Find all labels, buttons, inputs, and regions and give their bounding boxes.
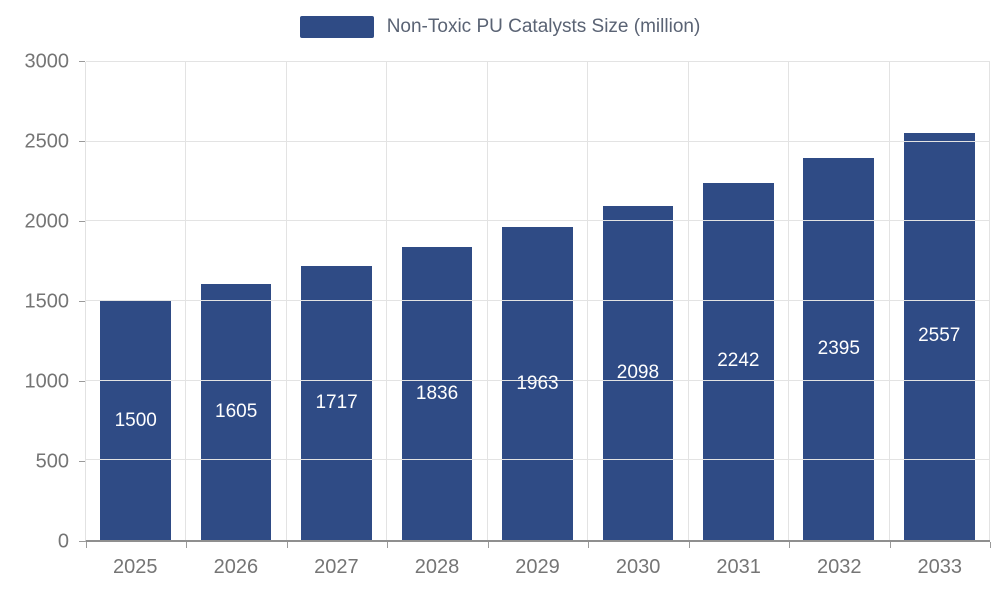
gridline bbox=[86, 300, 990, 301]
bar-2026[interactable]: 1605 bbox=[200, 284, 272, 540]
bar-2028[interactable]: 1836 bbox=[401, 247, 473, 540]
y-axis-tick-label: 3000 bbox=[24, 50, 70, 73]
x-axis-tick-label: 2033 bbox=[917, 556, 963, 578]
y-axis-tick-label: 2000 bbox=[24, 210, 70, 233]
x-axis-tick-label: 2029 bbox=[515, 556, 560, 578]
x-axis-tick bbox=[86, 542, 87, 548]
x-axis-tick-label: 2028 bbox=[414, 556, 460, 578]
x-axis-tick bbox=[286, 542, 288, 548]
bars-row: 1500 1605 1717 1836 1963 2098 2242 2395 2557 bbox=[86, 62, 990, 540]
y-axis-tick-label: 1500 bbox=[24, 290, 70, 313]
bar-slot: 1836 bbox=[387, 62, 488, 540]
bar-2029[interactable]: 1963 bbox=[502, 227, 573, 540]
bar-2030[interactable]: 2098 bbox=[602, 205, 674, 540]
bar-slot: 2395 bbox=[789, 62, 890, 540]
bar-2025[interactable]: 1500 bbox=[100, 301, 172, 540]
x-axis-tick-label: 2031 bbox=[716, 556, 761, 578]
bar-value-label: 2395 bbox=[817, 338, 860, 360]
legend[interactable]: Non-Toxic PU Catalysts Size (million) bbox=[0, 16, 1000, 38]
bar-2033[interactable]: 2557 bbox=[903, 132, 975, 540]
gridline bbox=[86, 140, 990, 142]
legend-label[interactable]: Non-Toxic PU Catalysts Size (million) bbox=[386, 16, 701, 37]
y-axis-tick-label: 1000 bbox=[24, 370, 70, 393]
bar-value-label: 1500 bbox=[114, 409, 157, 431]
x-axis-tick bbox=[186, 542, 188, 548]
y-axis-tick-label: 0 bbox=[57, 530, 69, 553]
x-axis-tick bbox=[387, 542, 389, 548]
y-axis: 0 500 1000 1500 2000 2500 3000 bbox=[0, 51, 85, 553]
x-axis-tick-label: 2030 bbox=[615, 556, 661, 578]
gridline bbox=[86, 459, 990, 461]
y-axis-tick-label: 2500 bbox=[24, 130, 70, 153]
x-axis-tick bbox=[990, 542, 991, 548]
gridline bbox=[86, 379, 990, 381]
bar-value-label: 1717 bbox=[315, 392, 358, 414]
bar-value-label: 1605 bbox=[215, 401, 258, 423]
legend-swatch[interactable] bbox=[299, 16, 374, 38]
gridline bbox=[86, 61, 990, 62]
y-axis-tick bbox=[79, 221, 85, 223]
y-axis-tick bbox=[79, 381, 85, 383]
bar-value-label: 2557 bbox=[918, 325, 961, 347]
bar-slot: 1717 bbox=[287, 62, 388, 540]
x-axis-tick-label: 2027 bbox=[314, 556, 359, 578]
bar-slot: 1605 bbox=[186, 62, 287, 540]
bar-slot: 2098 bbox=[588, 62, 689, 540]
x-axis: 2025 2026 2027 2028 2029 2030 2031 2032 2033 bbox=[85, 556, 990, 579]
x-axis-tick bbox=[487, 542, 489, 548]
bar-2027[interactable]: 1717 bbox=[301, 266, 372, 540]
bar-slot: 2557 bbox=[890, 62, 990, 540]
bar-value-label: 1963 bbox=[516, 372, 559, 394]
x-axis-tick bbox=[789, 542, 791, 548]
bar-2032[interactable]: 2395 bbox=[803, 158, 875, 540]
x-axis-tick-label: 2032 bbox=[816, 556, 862, 578]
x-axis-tick bbox=[688, 542, 690, 548]
y-axis-tick bbox=[79, 301, 85, 302]
bar-slot: 1963 bbox=[488, 62, 589, 540]
y-axis-tick bbox=[79, 141, 85, 142]
y-axis-tick bbox=[79, 461, 85, 463]
plot-area: 1500 1605 1717 1836 1963 2098 2242 2395 2557 bbox=[85, 61, 991, 548]
gridline bbox=[86, 220, 990, 222]
x-axis-tick bbox=[889, 542, 891, 548]
bar-slot: 1500 bbox=[86, 62, 187, 540]
bar-value-label: 2098 bbox=[616, 361, 660, 383]
bar-slot: 2242 bbox=[689, 62, 790, 540]
y-axis-tick bbox=[79, 541, 85, 542]
x-axis-tick-label: 2026 bbox=[213, 556, 259, 578]
bar-2031[interactable]: 2242 bbox=[703, 182, 774, 540]
y-axis-tick-label: 500 bbox=[35, 450, 69, 473]
bar-value-label: 1836 bbox=[415, 382, 459, 404]
x-axis-tick bbox=[588, 542, 590, 548]
y-axis-tick bbox=[79, 61, 85, 62]
bar-value-label: 2242 bbox=[717, 350, 760, 372]
x-axis-tick-label: 2025 bbox=[113, 556, 158, 578]
